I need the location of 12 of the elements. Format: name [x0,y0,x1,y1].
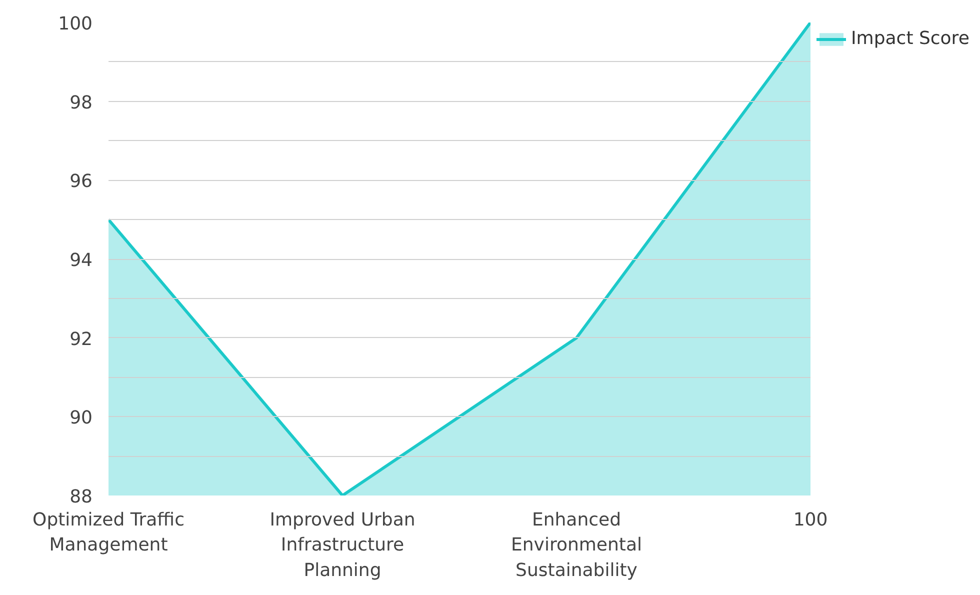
y-tick-label: 100 [58,14,93,34]
x-tick-label: 100 [793,510,828,530]
x-tick-label: Improved Urban Infrastructure Planning [270,510,416,581]
y-tick-label: 98 [70,92,92,114]
y-tick-label: 94 [70,250,92,271]
y-tick-label: 96 [70,171,92,192]
x-tick-label: Enhanced Environmental Sustainability [511,510,642,581]
legend-label: Impact Score [851,28,970,49]
y-tick-label: 92 [70,328,92,350]
y-tick-label: 88 [70,486,92,508]
x-tick-label: Optimized Traffic Management [32,510,184,556]
y-tick-label: 90 [70,408,92,429]
